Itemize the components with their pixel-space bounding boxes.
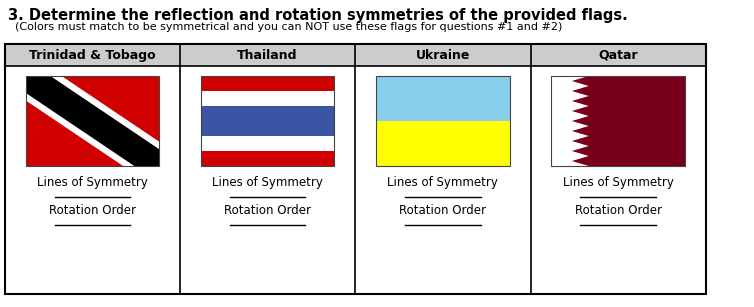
Bar	[355, 44, 531, 66]
Bar	[26, 76, 159, 166]
Text: Thailand: Thailand	[238, 49, 298, 61]
Bar	[551, 76, 685, 166]
Bar	[201, 76, 335, 166]
Text: Rotation Order: Rotation Order	[400, 204, 486, 216]
Bar	[376, 76, 510, 166]
Bar	[26, 76, 159, 166]
Text: Rotation Order: Rotation Order	[224, 204, 311, 216]
Bar	[376, 76, 510, 121]
Polygon shape	[572, 76, 685, 166]
Text: 3. Determine the reflection and rotation symmetries of the provided flags.: 3. Determine the reflection and rotation…	[8, 8, 627, 23]
Bar	[376, 121, 510, 166]
Text: Ukraine: Ukraine	[415, 49, 470, 61]
Polygon shape	[0, 14, 237, 228]
Bar	[180, 44, 355, 66]
Text: (Colors must match to be symmetrical and you can NOT use these flags for questio: (Colors must match to be symmetrical and…	[15, 22, 562, 32]
Bar	[201, 76, 335, 91]
Text: Qatar: Qatar	[599, 49, 638, 61]
Text: Trinidad & Tobago: Trinidad & Tobago	[29, 49, 155, 61]
Text: Rotation Order: Rotation Order	[575, 204, 662, 216]
Text: Lines of Symmetry: Lines of Symmetry	[37, 176, 148, 188]
Text: Lines of Symmetry: Lines of Symmetry	[562, 176, 673, 188]
Bar	[5, 44, 180, 66]
Bar	[201, 106, 335, 136]
Bar	[5, 44, 706, 294]
Text: Lines of Symmetry: Lines of Symmetry	[388, 176, 498, 188]
Polygon shape	[0, 19, 233, 223]
Text: Rotation Order: Rotation Order	[49, 204, 136, 216]
Bar	[201, 151, 335, 166]
Bar	[531, 44, 706, 66]
Bar	[201, 136, 335, 151]
Bar	[201, 91, 335, 106]
Text: Lines of Symmetry: Lines of Symmetry	[212, 176, 323, 188]
Bar	[551, 76, 685, 166]
